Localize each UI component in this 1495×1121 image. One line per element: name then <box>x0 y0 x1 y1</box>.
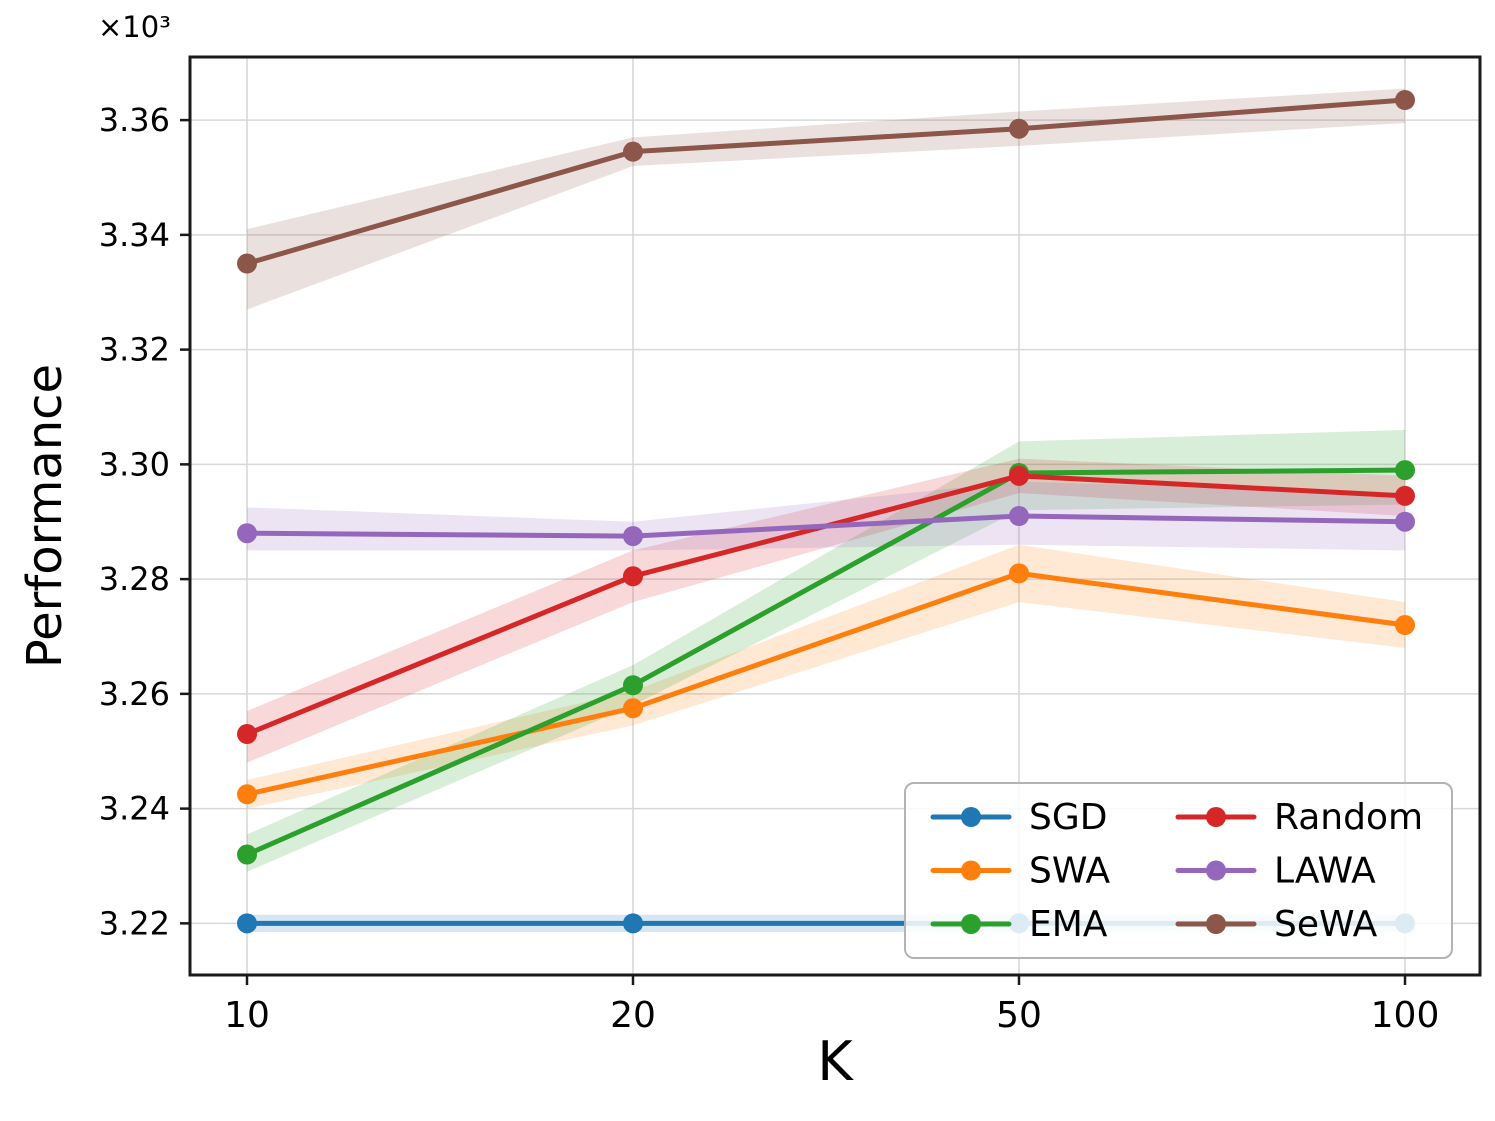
series-marker-SGD <box>623 913 643 934</box>
series-marker-Random <box>237 724 257 745</box>
series-marker-SWA <box>237 784 257 805</box>
x-tick-label: 10 <box>224 995 270 1036</box>
series-marker-SeWA <box>1395 90 1415 111</box>
x-tick-label: 50 <box>996 995 1042 1036</box>
legend-sample-marker-SGD <box>961 807 981 827</box>
x-tick-label: 100 <box>1371 995 1440 1036</box>
series-band-EMA <box>247 429 1405 872</box>
y-axis-label: Performance <box>17 363 73 669</box>
series-marker-EMA <box>237 844 257 865</box>
series-marker-SWA <box>1009 563 1029 584</box>
axes-frame <box>188 55 1482 977</box>
series-marker-EMA <box>1395 460 1415 481</box>
y-tick-label: 3.22 <box>99 904 170 942</box>
series-line-EMA <box>244 467 1408 858</box>
legend-label-Random: Random <box>1274 797 1423 838</box>
legend-label-SeWA: SeWA <box>1274 904 1378 945</box>
series-marker-SWA <box>1395 615 1415 636</box>
series-band-LAWA <box>247 481 1405 551</box>
series-marker-Random <box>623 566 643 587</box>
series-marker-SGD <box>237 913 257 934</box>
series-marker-SeWA <box>1009 118 1029 139</box>
legend-label-EMA: EMA <box>1029 904 1108 945</box>
x-tick-label: 20 <box>610 995 656 1036</box>
y-tick-label: 3.24 <box>99 790 170 828</box>
series-marker-LAWA <box>237 523 257 544</box>
y-tick-label: 3.28 <box>99 560 170 598</box>
legend-sample-marker-Random <box>1206 807 1226 827</box>
series-marker-LAWA <box>1009 506 1029 526</box>
series-line-LAWA <box>244 513 1408 539</box>
legend-sample-marker-SWA <box>961 860 981 881</box>
legend-label-SWA: SWA <box>1029 851 1110 892</box>
y-axis-offset-text: ×10³ <box>98 10 171 44</box>
legend-sample-marker-EMA <box>961 914 981 934</box>
y-tick-label: 3.34 <box>99 216 170 254</box>
series-marker-EMA <box>623 675 643 696</box>
series-marker-SeWA <box>623 141 643 162</box>
x-axis-label: K <box>817 1030 853 1093</box>
series-marker-SeWA <box>237 253 257 274</box>
y-tick-label: 3.32 <box>99 331 170 369</box>
series-marker-LAWA <box>623 526 643 547</box>
series-line-SeWA <box>244 97 1408 267</box>
y-tick-label: 3.36 <box>99 101 170 139</box>
series-marker-Random <box>1009 465 1029 486</box>
y-tick-label: 3.30 <box>99 445 170 483</box>
series-band-SeWA <box>247 88 1405 310</box>
series-line-SWA <box>244 570 1408 797</box>
series-marker-Random <box>1395 485 1415 506</box>
series-band-SWA <box>247 544 1405 809</box>
series-marker-LAWA <box>1395 511 1415 532</box>
legend-sample-marker-SeWA <box>1206 914 1226 934</box>
series-marker-SWA <box>623 698 643 719</box>
legend-sample-marker-LAWA <box>1206 860 1226 881</box>
legend-label-SGD: SGD <box>1029 797 1107 838</box>
y-tick-label: 3.26 <box>99 675 170 713</box>
legend-label-LAWA: LAWA <box>1274 851 1376 892</box>
